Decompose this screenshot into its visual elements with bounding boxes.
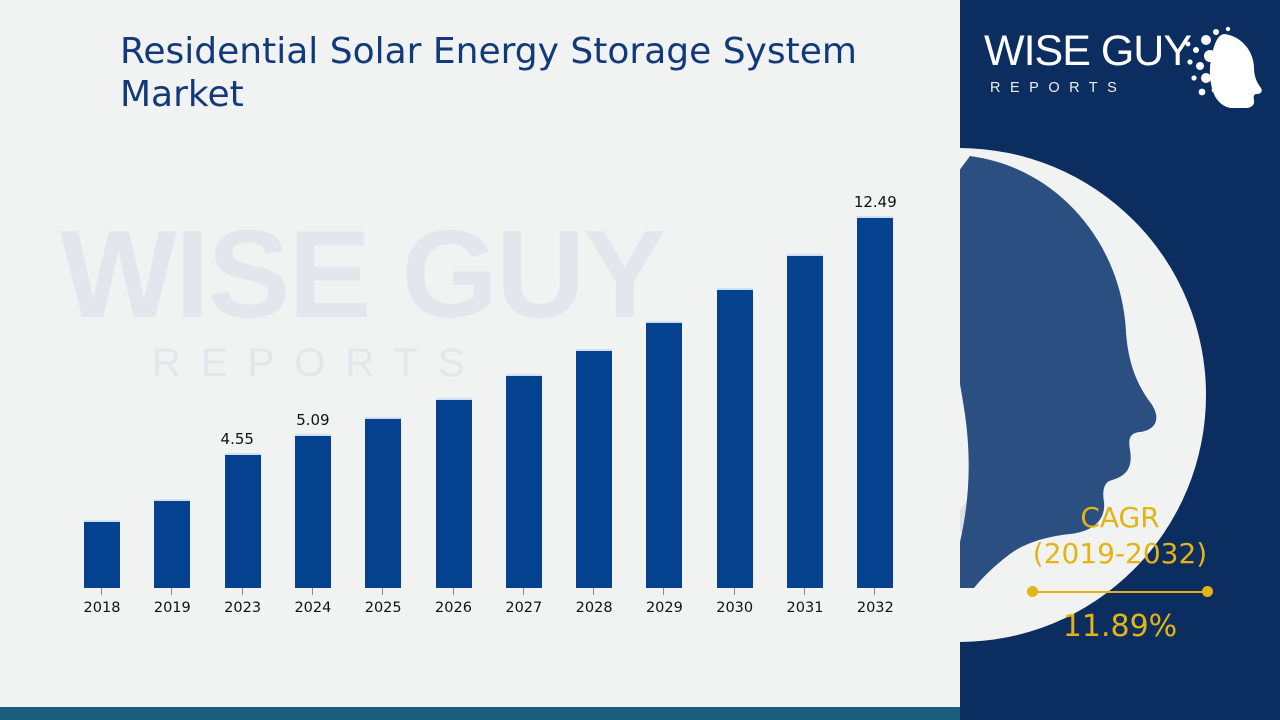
brand-logo: WISE GUY REPORTS (984, 26, 1262, 116)
x-axis-label: 2030 (716, 600, 754, 616)
x-axis-tick (241, 588, 243, 595)
x-axis-tick (101, 588, 102, 595)
brand-logo-wordmark: WISE GUY (984, 27, 1192, 75)
x-axis-label: 2024 (294, 600, 332, 616)
x-axis-label: 2032 (856, 600, 894, 616)
bar (576, 349, 613, 588)
chart-area: Residential Solar Energy Storage System … (0, 31, 960, 720)
brand-logo-subtext: REPORTS (990, 80, 1127, 96)
bar-value-label: 5.09 (296, 411, 330, 429)
x-axis-tick (874, 588, 876, 595)
cagr-period: (2019-2032) (1032, 537, 1208, 570)
x-axis-label: 2031 (786, 600, 824, 616)
bar (154, 499, 191, 588)
bar-value-label: 12.49 (853, 193, 897, 211)
x-axis-label: 2027 (505, 600, 543, 616)
bar (857, 216, 894, 588)
bottom-accent-strip (0, 707, 960, 720)
x-axis-tick (171, 588, 173, 595)
x-axis-tick (311, 588, 313, 595)
bar (505, 374, 542, 588)
x-axis-tick (733, 588, 735, 595)
cagr-divider (1027, 586, 1213, 598)
x-axis-label: 2029 (645, 600, 683, 616)
x-axis-label: 2026 (435, 600, 472, 616)
bar (646, 321, 683, 588)
cagr-callout: CAGR (2019-2032) 11.89% (960, 500, 1280, 646)
head-silhouette-icon (960, 156, 1157, 588)
x-axis-tick (382, 588, 384, 595)
brand-panel: WISE GUY REPORTS CAGR (2019-2032) (960, 0, 1280, 720)
x-axis-tick (593, 588, 595, 595)
x-axis-label: 2028 (575, 600, 613, 616)
bar (365, 417, 402, 588)
bar (224, 453, 261, 588)
bar-plot: 2018 2019 4.55 2023 5.09 2024 2025 2026 2027 2028… (83, 193, 897, 616)
logo-head-dots-icon (1185, 26, 1262, 108)
x-axis-label: 2023 (224, 600, 262, 616)
x-axis-label: 2018 (83, 600, 121, 616)
bar-value-label: 4.55 (220, 430, 254, 448)
cagr-heading: CAGR (1080, 501, 1160, 534)
divider-dot-right (1202, 586, 1213, 597)
bar (787, 254, 823, 588)
bar (294, 434, 331, 588)
cagr-value: 11.89% (1062, 609, 1178, 644)
bar (716, 288, 753, 588)
x-axis-label: 2025 (364, 600, 402, 616)
x-axis-tick (522, 588, 524, 595)
bar (84, 520, 120, 588)
x-axis-label: 2019 (153, 600, 191, 616)
x-axis-tick (804, 588, 805, 595)
divider-rule (1032, 591, 1208, 593)
x-axis-tick (663, 588, 665, 595)
bar (435, 398, 472, 588)
x-axis-tick (452, 588, 454, 595)
page-title: Residential Solar Energy Storage System … (120, 31, 857, 115)
